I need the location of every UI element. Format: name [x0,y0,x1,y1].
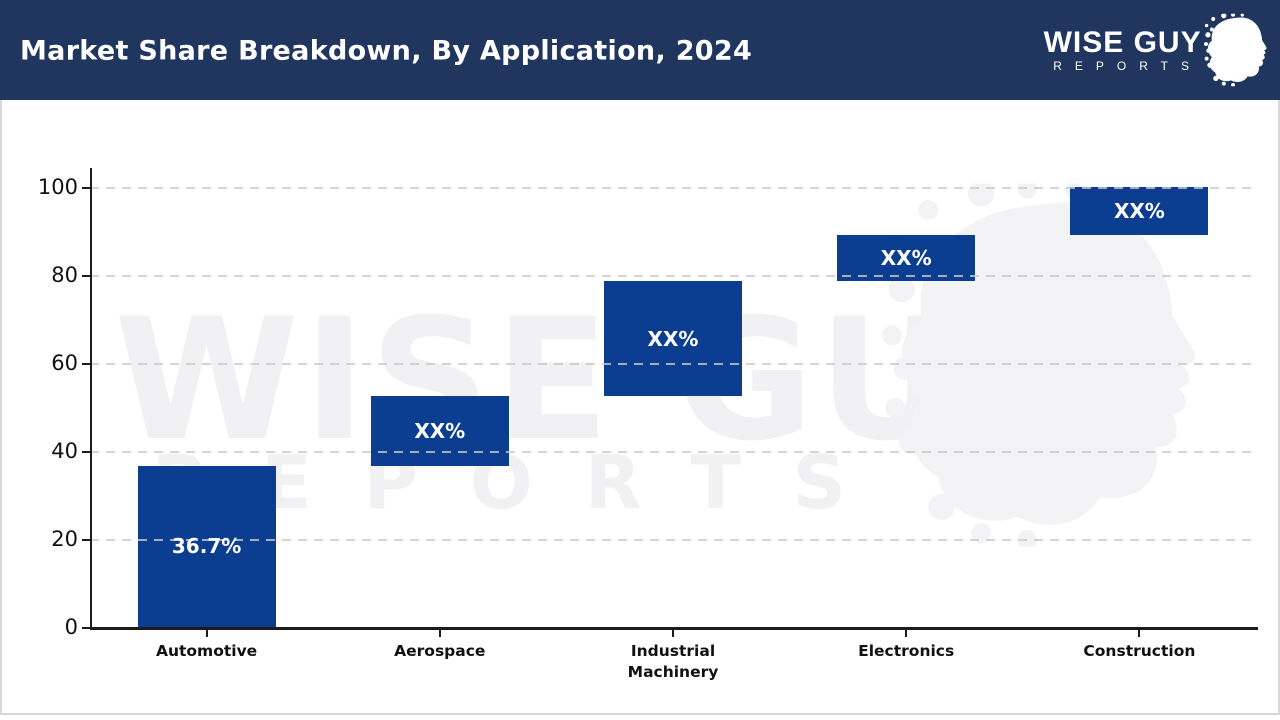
brand-logo: WISE GUY REPORTS [1043,5,1270,95]
bar [370,396,509,466]
y-tick-label: 20 [51,527,78,551]
x-tick-label: Industrial Machinery [627,642,719,681]
logo-wordmark-line2: REPORTS [1053,58,1202,73]
x-axis-tick [438,630,441,637]
gridline [90,451,1256,453]
bar-value-label: XX% [1113,199,1165,224]
y-axis-tick [82,187,90,189]
x-axis-tick [1138,630,1141,637]
bar [1070,187,1209,236]
y-tick-label: 80 [51,263,78,287]
bar-value-label: XX% [414,418,466,443]
y-tick-label: 0 [64,615,78,639]
x-axis-tick [205,630,208,637]
y-axis-tick [82,451,90,453]
gridline [90,275,1256,277]
y-tick-label: 60 [51,351,78,375]
y-axis-tick [82,275,90,277]
x-tick-label: Electronics [858,642,955,660]
bar [837,235,976,282]
page-title: Market Share Breakdown, By Application, … [20,35,753,67]
gridline [90,539,1256,541]
y-axis-tick [82,539,90,541]
gridline [90,187,1256,189]
bar-value-label: 36.7% [171,534,242,559]
bar-value-label: XX% [647,326,699,351]
logo-head-icon [1204,6,1270,94]
y-tick-label: 40 [51,439,78,463]
y-axis-tick [82,363,90,365]
x-tick-label: Automotive [155,642,258,660]
y-tick-label: 100 [37,175,78,199]
x-axis-line [90,627,1258,630]
y-axis-tick [82,627,90,629]
gridline [90,363,1256,365]
bar [604,281,742,396]
logo-wordmark-line1: WISE GUY [1043,26,1202,60]
logo-wordmark: WISE GUY REPORTS [1043,27,1202,73]
chart-area: WISE GUY REPORTS 0 20 40 60 80 100 36.7% XX% XX%… [0,100,1280,715]
header-bar: Market Share Breakdown, By Application, … [0,0,1280,100]
bar [137,465,276,627]
x-tick-label: Aerospace [394,642,486,660]
x-axis-tick [905,630,908,637]
y-axis-line [90,168,92,629]
x-axis-tick [672,630,674,637]
x-tick-label: Construction [1083,642,1196,660]
bar-value-label: XX% [880,246,932,271]
